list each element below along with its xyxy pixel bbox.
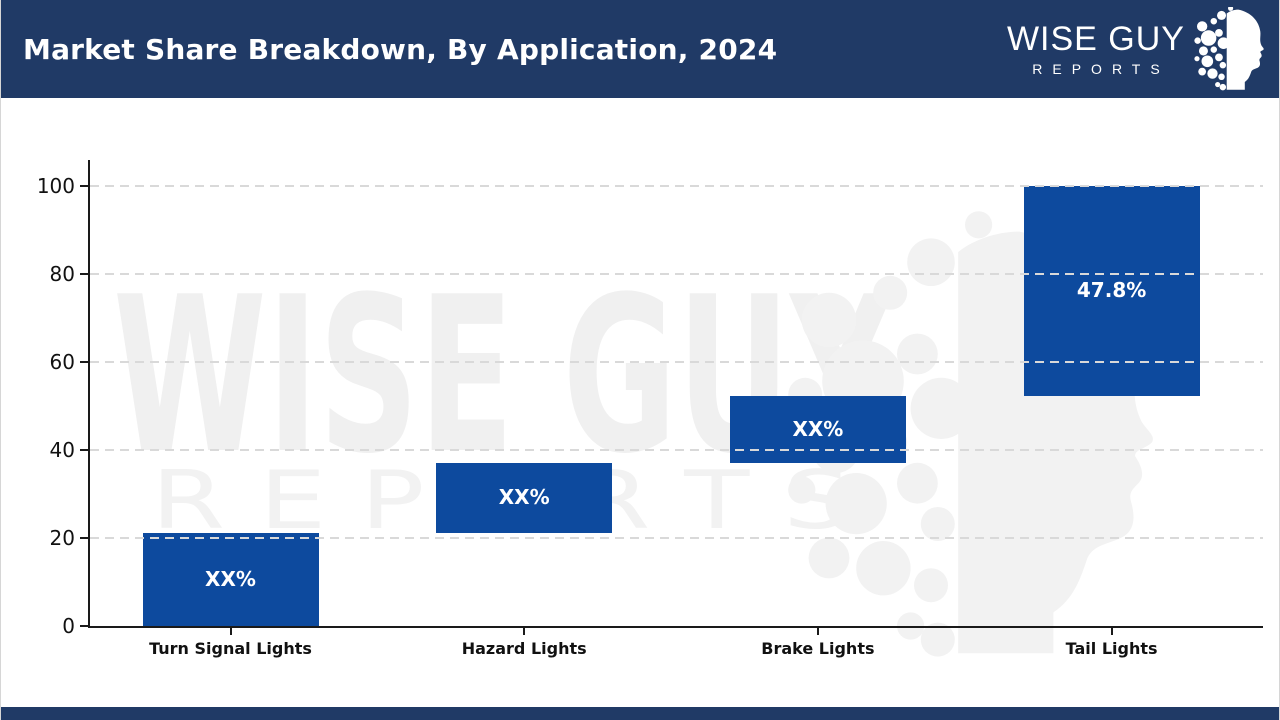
bar-value-label: 47.8% (1076, 278, 1147, 303)
x-tick-1 (523, 628, 526, 635)
logo-face-icon (1194, 7, 1264, 91)
gridline-y80 (90, 273, 1263, 275)
gridline-y60 (90, 361, 1263, 363)
y-tick-60 (80, 361, 88, 363)
y-tick-label: 100 (36, 174, 75, 198)
y-tick-label: 20 (49, 526, 75, 550)
bar-value-label: XX% (205, 566, 256, 591)
x-tick-2 (816, 628, 819, 635)
logo-wordmark: WISE GUY (1006, 20, 1185, 58)
logo-text: WISE GUY REPORTS (1007, 22, 1185, 76)
footer-bar (1, 707, 1279, 720)
y-tick-100 (80, 185, 88, 187)
y-tick-label: 60 (49, 350, 75, 374)
y-axis-line (88, 160, 90, 628)
x-axis-line (88, 626, 1263, 628)
y-tick-0 (80, 625, 88, 627)
x-tick-3 (1110, 628, 1113, 635)
chart-title: Market Share Breakdown, By Application, … (23, 32, 778, 66)
y-tick-40 (80, 449, 88, 451)
header-bar: Market Share Breakdown, By Application, … (1, 0, 1279, 98)
x-category-label: Brake Lights (761, 639, 875, 658)
y-tick-label: 40 (49, 438, 75, 462)
chart-area: WISE GUY R E P O R T S 020406080100XX%Tu… (1, 98, 1279, 707)
bar-1 (436, 463, 613, 534)
y-tick-20 (80, 537, 88, 539)
x-tick-0 (229, 628, 232, 635)
bar-value-label: XX% (792, 416, 844, 441)
y-tick-80 (80, 273, 88, 275)
gridline-y40 (90, 449, 1263, 451)
bar-0 (142, 533, 319, 626)
y-tick-label: 0 (62, 614, 75, 638)
x-category-label: Hazard Lights (461, 639, 587, 658)
wise-guy-reports-logo: WISE GUY REPORTS (1007, 7, 1279, 91)
x-category-label: Tail Lights (1065, 639, 1158, 658)
y-tick-label: 80 (49, 262, 75, 286)
gridline-y20 (90, 537, 1263, 539)
logo-subtitle: REPORTS (1032, 61, 1170, 77)
bar-value-label: XX% (498, 485, 550, 510)
x-category-label: Turn Signal Lights (149, 639, 312, 658)
bar-2 (729, 396, 906, 464)
gridline-y100 (90, 185, 1263, 187)
